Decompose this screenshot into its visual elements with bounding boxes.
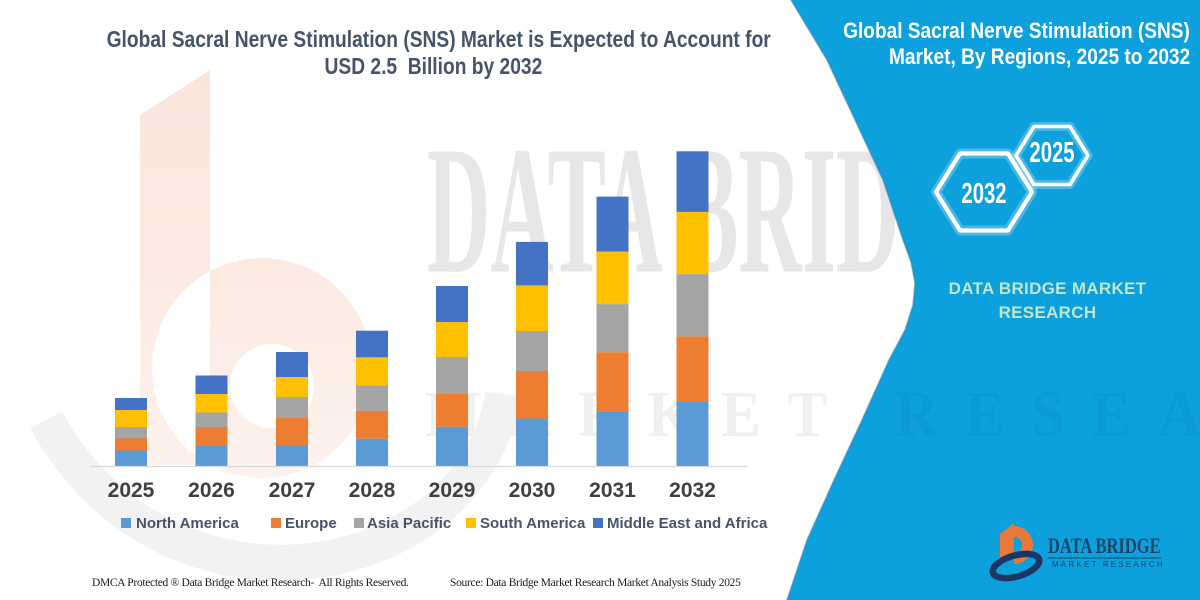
svg-text:MARKET RESEARCH: MARKET RESEARCH [425, 377, 1200, 451]
svg-text:DATA BRIDGE: DATA BRIDGE [1048, 535, 1161, 559]
svg-text:MARKET RESEARCH: MARKET RESEARCH [1052, 560, 1165, 569]
